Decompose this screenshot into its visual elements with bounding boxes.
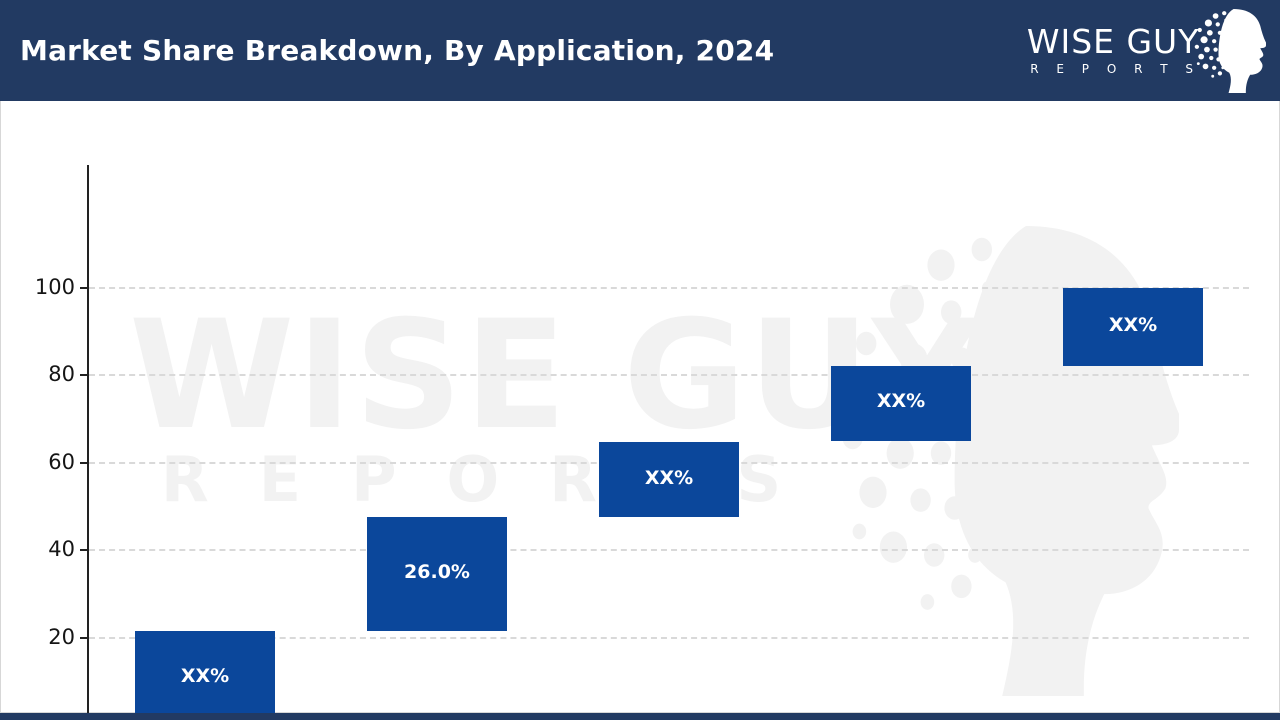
header-bar: Market Share Breakdown, By Application, … (0, 0, 1280, 101)
logo-wordmark: WISE GUY (1026, 22, 1200, 61)
y-tick-label-20: 20 (48, 624, 75, 649)
gridline-80 (89, 374, 1249, 377)
y-tick-60 (80, 461, 87, 464)
bar-value-label: XX% (1108, 313, 1158, 336)
page-title: Market Share Breakdown, By Application, … (20, 34, 775, 67)
bar-coatings (1063, 288, 1203, 366)
chart-canvas: WISE GUY REPORTS (0, 101, 1280, 720)
bar-cosmetics (135, 631, 275, 720)
y-tick-20 (80, 636, 87, 639)
gridline-20 (89, 636, 1249, 639)
y-tick-100 (80, 287, 87, 289)
y-tick-label-40: 40 (48, 537, 75, 562)
gridline-100 (89, 287, 1249, 289)
bar-pharmaceuticals (831, 365, 971, 441)
bar-candles (367, 517, 507, 632)
bar-value-label: XX% (180, 665, 230, 688)
y-tick-label-100: 100 (34, 275, 75, 299)
y-tick-80 (80, 374, 87, 377)
wise-guy-logo: WISE GUY R E P O R T S (1026, 8, 1280, 93)
wise-guy-logo-text: WISE GUY R E P O R T S (1026, 22, 1200, 77)
plot-area: 020406080100XX%Cosmetics26.0%CandlesXX%F… (35, 165, 1249, 720)
bar-food-industry (599, 441, 739, 518)
footer-bar (0, 713, 1280, 720)
y-axis-line (87, 165, 89, 720)
y-tick-label-80: 80 (48, 362, 75, 387)
y-tick-label-60: 60 (48, 449, 75, 474)
logo-subtitle: R E P O R T S (1030, 62, 1200, 76)
bar-value-label: 26.0% (404, 561, 470, 584)
wiseguy-head-icon (1194, 8, 1266, 93)
bar-value-label: XX% (876, 390, 926, 413)
gridline-40 (89, 549, 1249, 552)
bar-value-label: XX% (644, 466, 694, 489)
y-tick-40 (80, 549, 87, 552)
